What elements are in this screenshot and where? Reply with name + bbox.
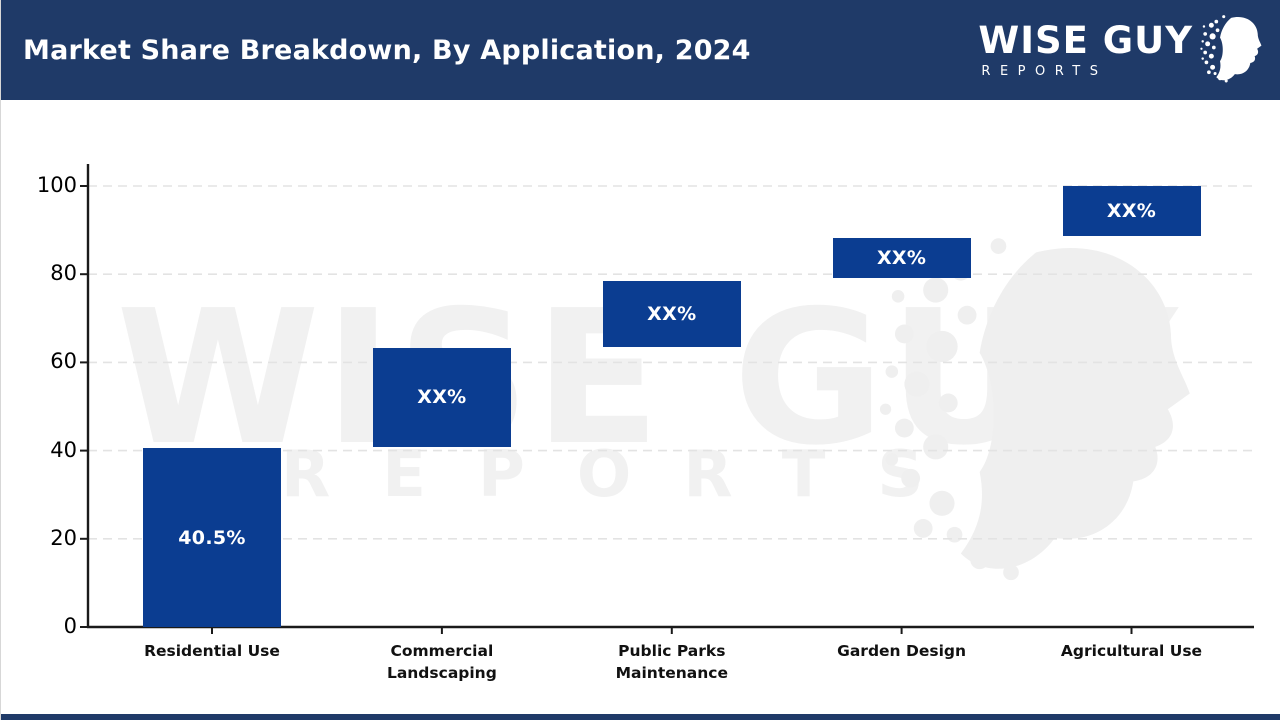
axes-and-gridlines [80, 163, 1254, 634]
x-tick-label-garden-design: Garden Design [837, 642, 967, 660]
brand-name-top: WISE GUY [978, 18, 1193, 62]
x-tick-label-commercial-landscaping: Commercial Landscaping [386, 642, 497, 682]
bar-agricultural-use: XX% [1062, 186, 1201, 236]
bar-value-label: XX% [1106, 199, 1157, 222]
y-tick-label: 80 [50, 261, 77, 286]
brand-logo: WISE GUY REPORTS [978, 12, 1280, 88]
x-tick-label-residential-use: Residential Use [144, 642, 280, 660]
x-tick-label-public-parks-maintenance: Public Parks Maintenance [615, 642, 728, 682]
bar-value-label: XX% [417, 386, 467, 409]
bar-value-label: XX% [647, 302, 697, 325]
y-tick-label: 0 [63, 614, 77, 638]
bar-value-label: 40.5% [178, 526, 246, 549]
bar-value-label: XX% [876, 247, 927, 270]
dotted-head-profile-icon [1200, 15, 1262, 83]
footer-bar [1, 714, 1280, 720]
page-title: Market Share Breakdown, By Application, … [23, 34, 751, 66]
y-tick-label: 100 [36, 173, 77, 197]
bar-residential-use: 40.5% [143, 448, 281, 627]
x-tick-label-agricultural-use: Agricultural Use [1060, 642, 1203, 660]
chart-area: WISE GUY REPORTS 0 20 40 60 80 100 40.5% XX% XX… [1, 100, 1280, 714]
y-tick-label: 40 [50, 437, 77, 462]
bar-public-parks-maintenance: XX% [602, 280, 741, 347]
bar-garden-design: XX% [832, 238, 971, 279]
brand-name-bottom: REPORTS [981, 63, 1108, 79]
y-tick-label: 60 [50, 349, 77, 374]
brand-wordmark: WISE GUY REPORTS [978, 22, 1193, 79]
header-banner: Market Share Breakdown, By Application, … [1, 0, 1280, 100]
y-tick-label: 20 [50, 525, 77, 550]
bar-commercial-landscaping: XX% [372, 347, 511, 448]
